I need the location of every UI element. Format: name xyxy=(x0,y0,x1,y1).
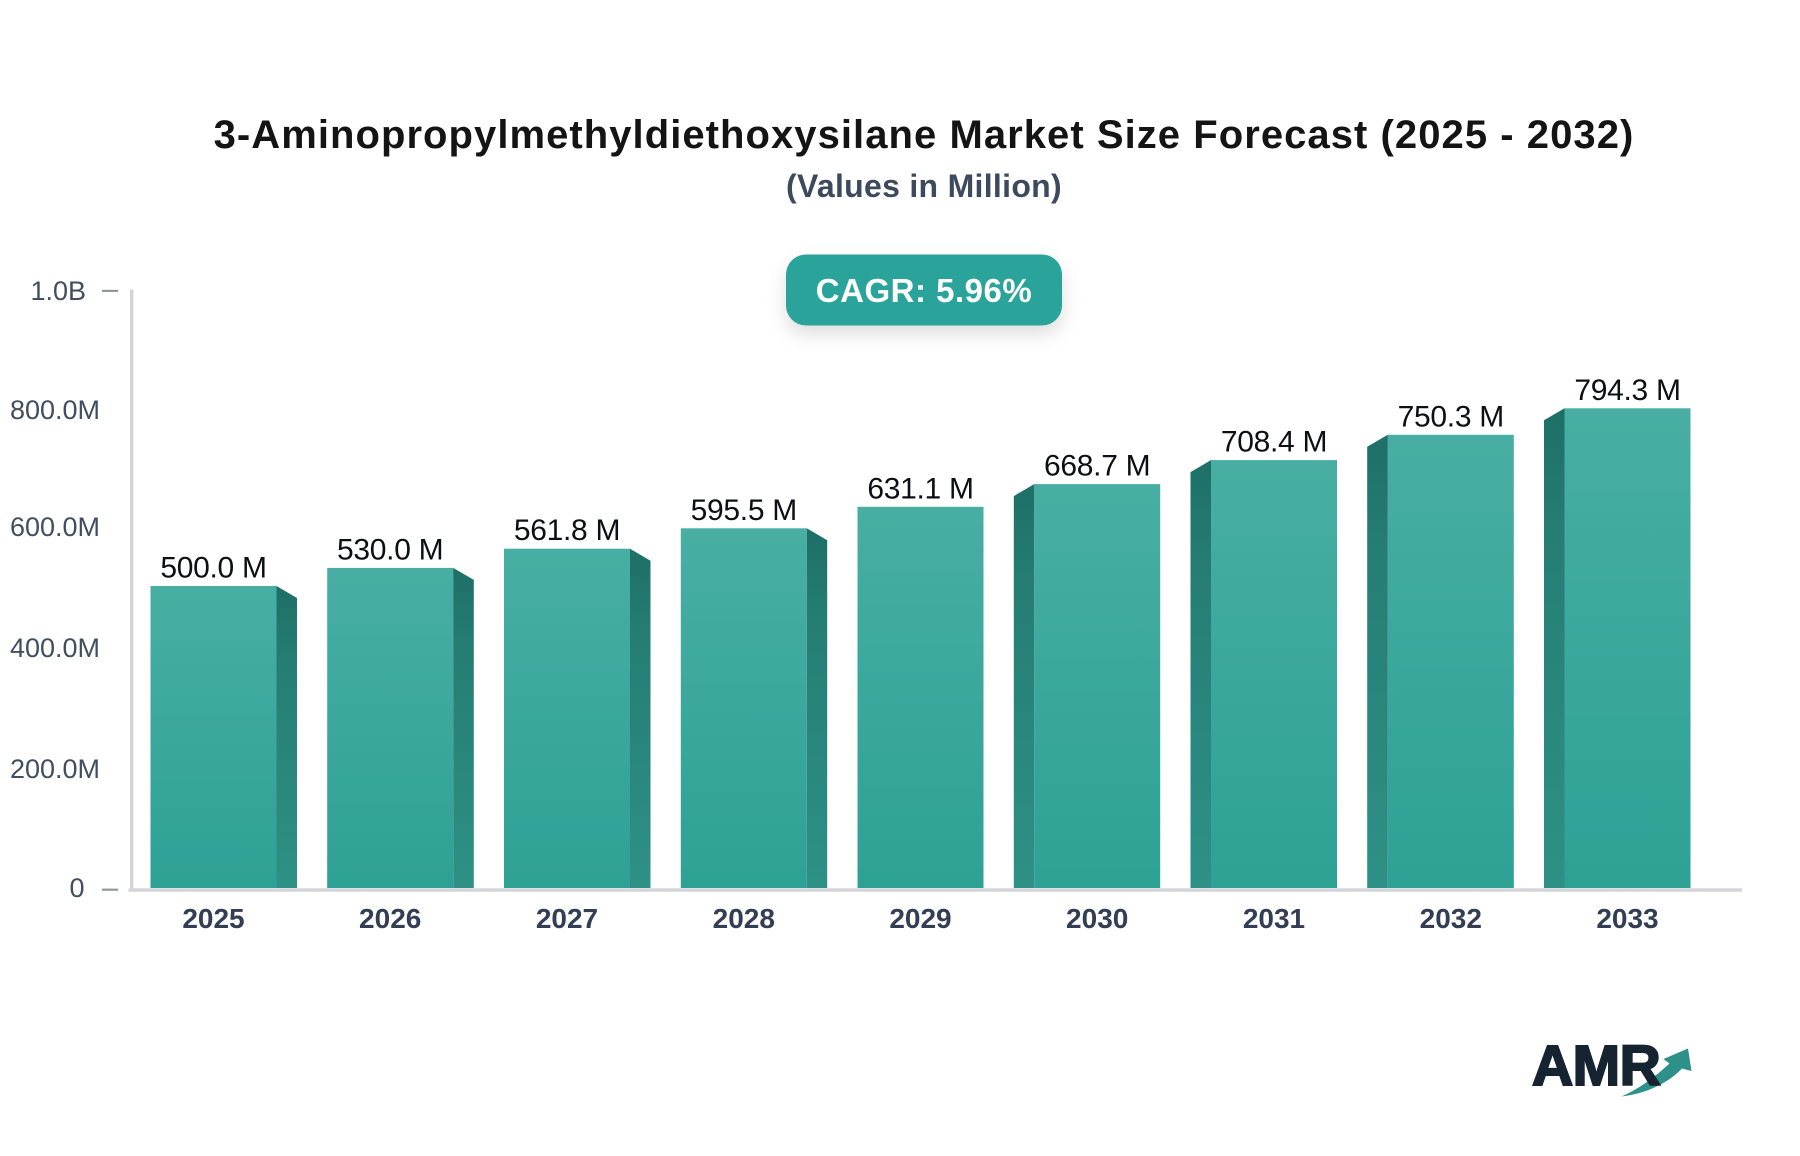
svg-text:(Values in Million): (Values in Million) xyxy=(786,168,1062,204)
svg-text:500.0 M: 500.0 M xyxy=(160,552,266,585)
svg-text:595.5 M: 595.5 M xyxy=(691,494,797,527)
svg-text:2030: 2030 xyxy=(1066,903,1128,934)
svg-text:561.8 M: 561.8 M xyxy=(514,514,620,547)
svg-text:530.0 M: 530.0 M xyxy=(337,533,443,566)
svg-text:2027: 2027 xyxy=(536,903,598,934)
svg-text:800.0M: 800.0M xyxy=(10,395,100,425)
svg-text:CAGR: 5.96%: CAGR: 5.96% xyxy=(816,272,1032,309)
svg-text:668.7 M: 668.7 M xyxy=(1044,450,1150,483)
svg-text:600.0M: 600.0M xyxy=(10,512,100,542)
svg-text:400.0M: 400.0M xyxy=(10,633,100,663)
svg-text:750.3 M: 750.3 M xyxy=(1398,400,1504,433)
svg-text:2026: 2026 xyxy=(359,903,421,934)
svg-text:1.0B: 1.0B xyxy=(30,276,86,306)
svg-text:631.1 M: 631.1 M xyxy=(867,472,973,505)
svg-text:794.3 M: 794.3 M xyxy=(1574,374,1680,407)
svg-text:2032: 2032 xyxy=(1420,903,1482,934)
svg-text:2028: 2028 xyxy=(713,903,775,934)
svg-text:0: 0 xyxy=(69,873,84,903)
svg-text:200.0M: 200.0M xyxy=(10,754,100,784)
svg-text:2033: 2033 xyxy=(1596,903,1658,934)
svg-text:2025: 2025 xyxy=(182,903,244,934)
svg-text:3-Aminopropylmethyldiethoxysil: 3-Aminopropylmethyldiethoxysilane Market… xyxy=(214,113,1635,157)
svg-text:2029: 2029 xyxy=(889,903,951,934)
svg-text:2031: 2031 xyxy=(1243,903,1305,934)
svg-text:708.4 M: 708.4 M xyxy=(1221,426,1327,459)
svg-text:AMR: AMR xyxy=(1532,1034,1660,1098)
